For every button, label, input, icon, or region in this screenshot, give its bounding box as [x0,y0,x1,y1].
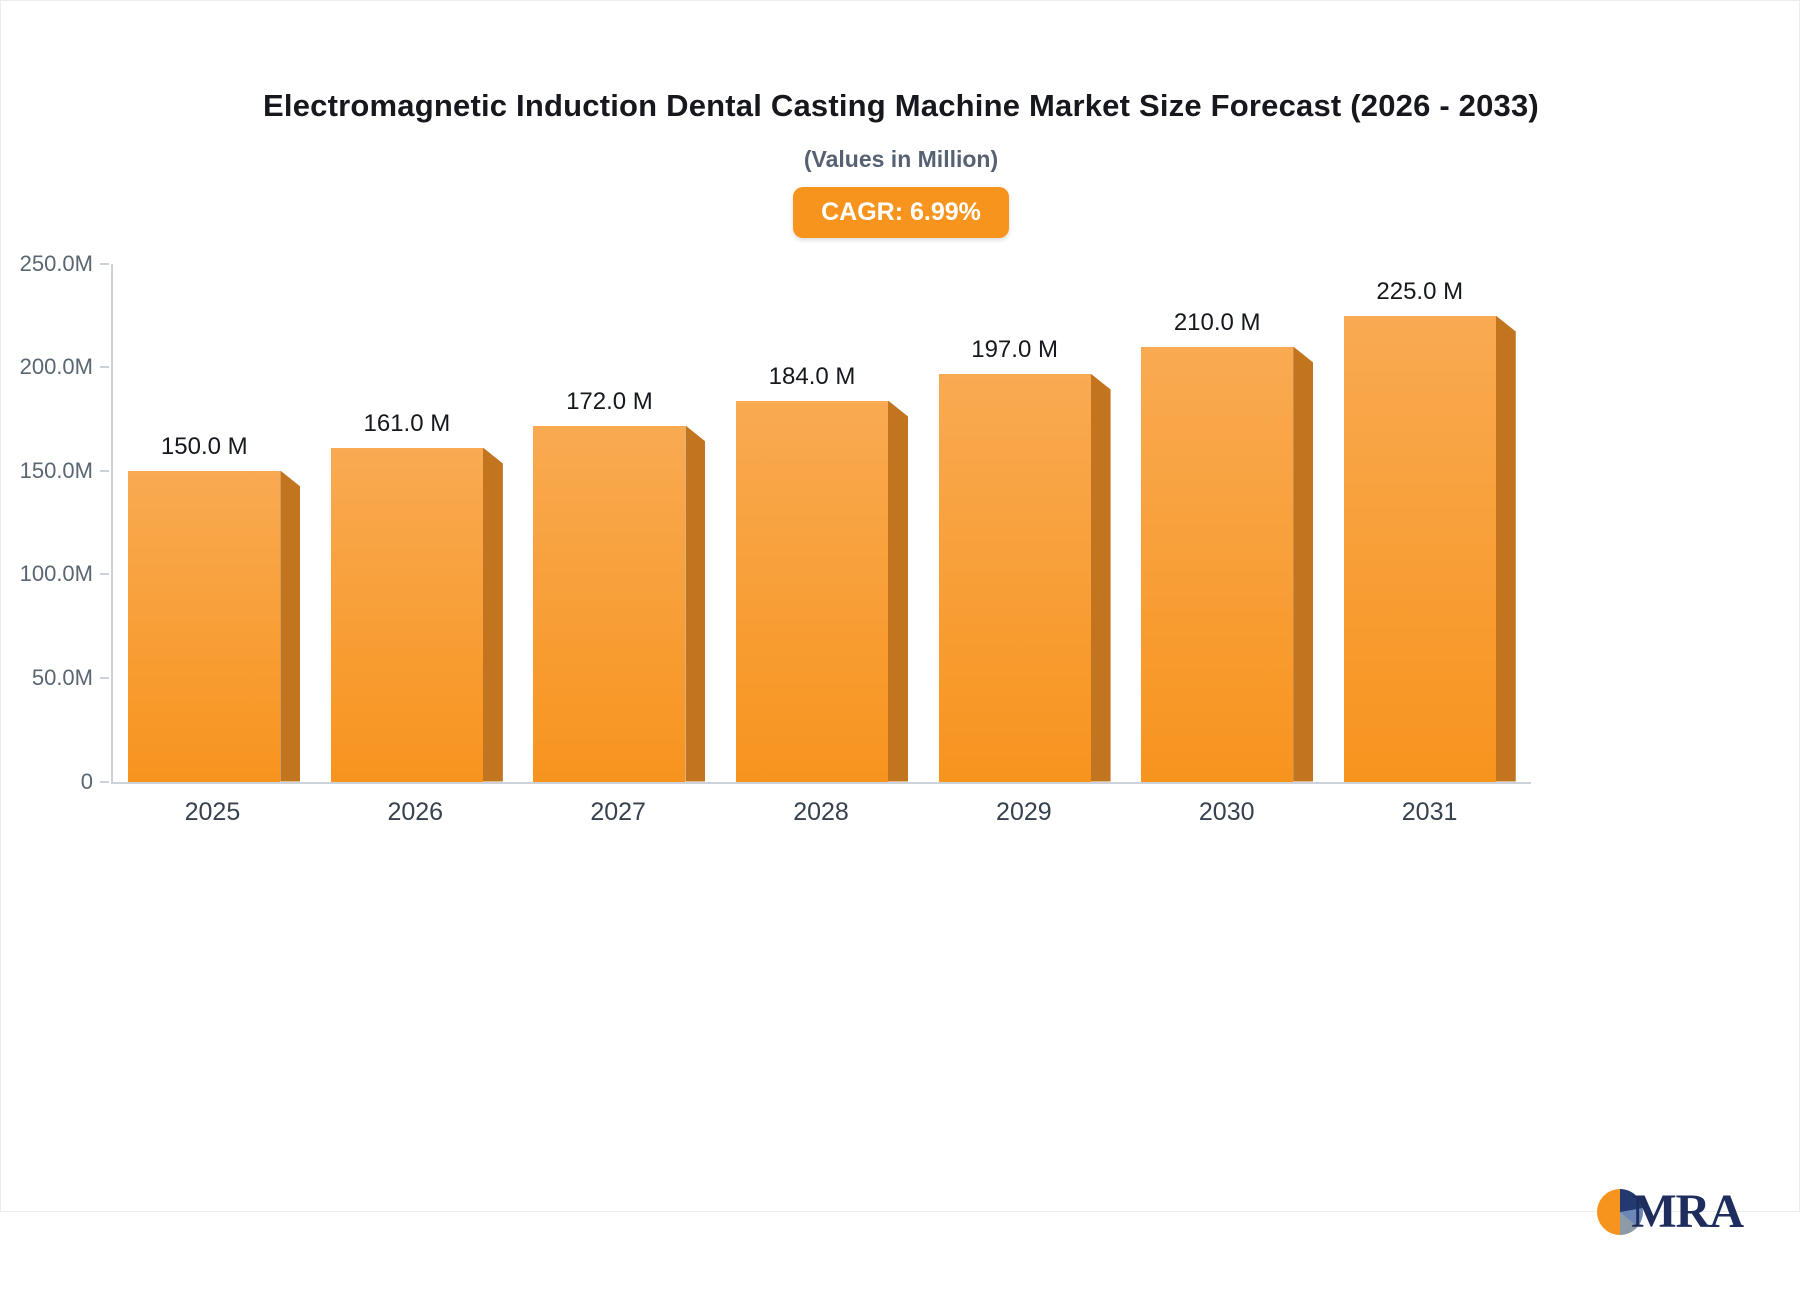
bar-side-face [482,447,503,782]
bar-group: 150.0 M [113,433,316,782]
bar-value-label: 225.0 M [1376,277,1464,305]
bar-front-face [533,425,686,782]
x-axis-label: 2026 [387,797,444,826]
y-axis-label: 200.0M [19,354,93,380]
bar-front-face [938,373,1091,782]
bar-group: 172.0 M [518,388,721,782]
y-axis-tick [100,469,109,472]
bar-front-face [736,400,889,782]
bar-side-face [888,400,909,782]
x-axis-label: 2027 [590,797,646,826]
x-axis-label: 2028 [793,797,849,826]
bar-side-face [1293,346,1314,782]
bar-front-face [1141,346,1294,782]
bar-side-face [685,425,706,782]
y-axis-tick [100,366,109,369]
plot-area: 150.0 M 161.0 M 172.0 M 184.0 M 197.0 M 210.0… [111,263,1531,784]
bar-value-label: 150.0 M [160,432,248,460]
bar [330,447,503,782]
x-axis-label: 2029 [996,797,1052,826]
cagr-badge-row: CAGR: 6.99% [1,186,1800,238]
chart-page: Electromagnetic Induction Dental Casting… [1,83,1800,1295]
bar-value-label: 184.0 M [768,362,856,390]
bar-front-face [128,470,281,782]
y-axis-label: 0 [80,768,93,794]
y-axis: 250.0M 200.0M 150.0M 100.0M 50.0M 0 [1,251,111,794]
bar-chart: 250.0M 200.0M 150.0M 100.0M 50.0M 0 150.0 M 16… [20,251,1531,827]
x-axis-label: 2025 [184,797,241,826]
bar [128,470,301,782]
x-axis: 2025 2026 2027 2028 2029 2030 2031 [111,798,1531,827]
bar-front-face [330,447,483,782]
bar-side-face [1090,373,1111,782]
y-axis-label: 100.0M [19,561,93,587]
chart-title: Electromagnetic Induction Dental Casting… [263,88,1539,123]
x-axis-label: 2031 [1401,797,1458,826]
bar-value-label: 197.0 M [971,335,1058,363]
y-axis-tick [100,262,109,265]
bar-group: 161.0 M [316,410,519,782]
bar [533,425,706,782]
y-axis-tick [100,573,109,576]
bar [1141,346,1314,782]
bar-side-face [1495,315,1516,782]
cagr-badge: CAGR: 6.99% [793,186,1009,238]
x-axis-label: 2030 [1198,797,1255,826]
chart-subtitle: (Values in Million) [803,145,999,172]
bar-value-label: 161.0 M [363,409,451,437]
y-axis-label: 250.0M [19,250,93,276]
y-axis-label: 150.0M [19,457,93,483]
bar-group: 225.0 M [1328,278,1531,782]
bar [736,400,909,782]
y-axis-label: 50.0M [31,664,93,690]
bar-group: 197.0 M [923,336,1126,782]
bar-front-face [1343,315,1496,782]
bar-value-label: 210.0 M [1173,308,1261,336]
bar [1343,315,1516,782]
bar-value-label: 172.0 M [566,387,653,415]
bar-group: 210.0 M [1126,309,1329,782]
y-axis-tick [100,780,109,783]
bar [938,373,1111,782]
y-axis-tick [100,676,109,679]
bar-group: 184.0 M [721,363,924,782]
bar-side-face [280,470,301,782]
